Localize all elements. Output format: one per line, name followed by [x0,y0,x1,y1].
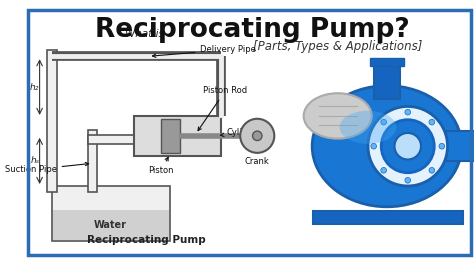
Bar [370,58,404,66]
Circle shape [405,178,410,183]
Bar [161,119,180,153]
Bar [313,211,463,224]
Text: Suction Pipe: Suction Pipe [5,162,89,174]
Circle shape [394,133,421,160]
Bar [88,130,97,192]
Text: Reciprocating Pump?: Reciprocating Pump? [95,17,410,43]
Text: Cylinder: Cylinder [220,127,262,136]
Ellipse shape [312,86,462,207]
Text: Water: Water [94,220,127,230]
Circle shape [381,119,386,125]
Text: hₛ: hₛ [30,156,39,165]
Ellipse shape [339,111,396,144]
Circle shape [253,131,262,140]
Bar [374,63,400,99]
Circle shape [439,143,445,149]
Circle shape [429,119,435,125]
Bar [47,50,56,192]
Text: Delivery Pipe: Delivery Pipe [153,45,256,57]
Text: Crank: Crank [245,157,270,166]
Circle shape [405,109,410,115]
Circle shape [371,143,376,149]
Bar [88,135,137,144]
Text: Reciprocating Pump: Reciprocating Pump [87,235,206,245]
Text: h₂: h₂ [30,83,39,92]
Circle shape [240,119,274,153]
Bar [134,116,221,156]
Bar [53,210,169,240]
Text: Piston Rod: Piston Rod [198,86,247,131]
Ellipse shape [304,93,372,139]
Circle shape [429,167,435,173]
Text: [Parts, Types & Applications]: [Parts, Types & Applications] [253,40,422,53]
Bar [446,131,474,161]
Circle shape [368,107,447,186]
Circle shape [381,167,386,173]
Text: What is: What is [125,29,164,39]
Text: Piston: Piston [148,157,173,175]
Circle shape [381,120,434,173]
Bar [52,186,170,241]
